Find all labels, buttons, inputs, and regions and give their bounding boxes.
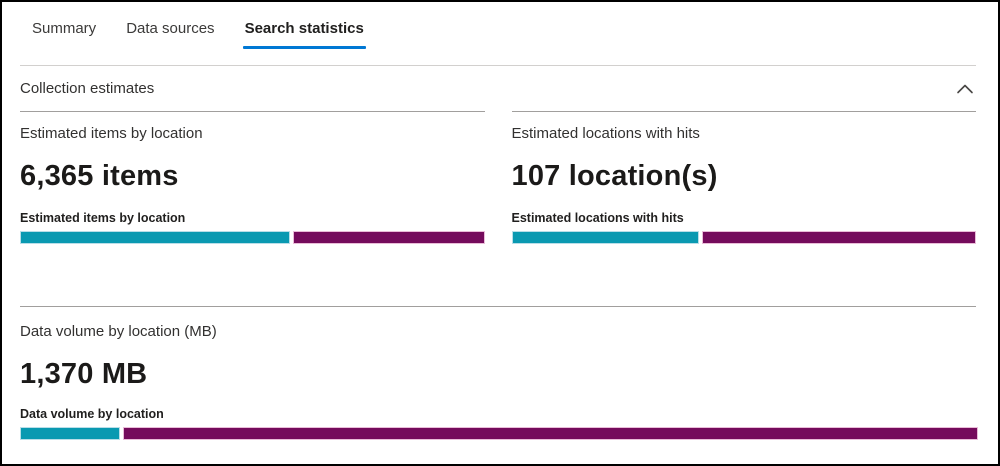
chart-title: Data volume by location: [20, 407, 164, 421]
metric-data-volume: Data volume by location (MB) 1,370 MB Da…: [20, 323, 978, 440]
metric-locations-with-hits: Estimated locations with hits 107 locati…: [511, 111, 976, 244]
stacked-bar-locations: [511, 231, 976, 244]
page-container: Summary Data sources Search statistics C…: [2, 2, 998, 440]
tab-data-sources[interactable]: Data sources: [126, 20, 215, 37]
metric-value: 1,370 MB: [20, 358, 148, 390]
active-tab-underline: [242, 46, 366, 49]
metric-label: Estimated locations with hits: [511, 125, 700, 142]
metric-estimated-items: Estimated items by location 6,365 items …: [20, 111, 485, 244]
metric-label: Data volume by location (MB): [20, 323, 217, 340]
chart-title: Estimated locations with hits: [511, 211, 684, 225]
metric-value: 107 location(s): [511, 160, 718, 192]
stacked-bar-items: [20, 231, 485, 244]
bar-segment-magenta[interactable]: [123, 427, 978, 440]
stacked-bar-data-volume: [20, 427, 978, 440]
bar-segment-teal[interactable]: [20, 231, 290, 244]
metric-value: 6,365 items: [20, 160, 179, 192]
metric-label: Estimated items by location: [20, 125, 203, 142]
tab-search-statistics[interactable]: Search statistics: [242, 16, 366, 49]
tab-search-statistics-label: Search statistics: [244, 20, 364, 37]
bar-segment-magenta[interactable]: [702, 231, 976, 244]
section-title: Collection estimates: [20, 80, 155, 97]
collapse-section-button[interactable]: [954, 80, 976, 98]
bar-segment-magenta[interactable]: [292, 231, 485, 244]
tab-strip: Summary Data sources Search statistics: [20, 2, 976, 49]
metrics-grid: Estimated items by location 6,365 items …: [20, 111, 976, 244]
collection-estimates-header: Collection estimates: [20, 66, 976, 111]
bar-segment-teal[interactable]: [20, 427, 121, 440]
bar-segment-teal[interactable]: [511, 231, 700, 244]
chevron-up-icon: [956, 82, 974, 96]
data-volume-divider: [20, 306, 976, 307]
tabs-divider: [20, 65, 976, 66]
chart-title: Estimated items by location: [20, 211, 186, 225]
tab-summary[interactable]: Summary: [32, 20, 97, 37]
